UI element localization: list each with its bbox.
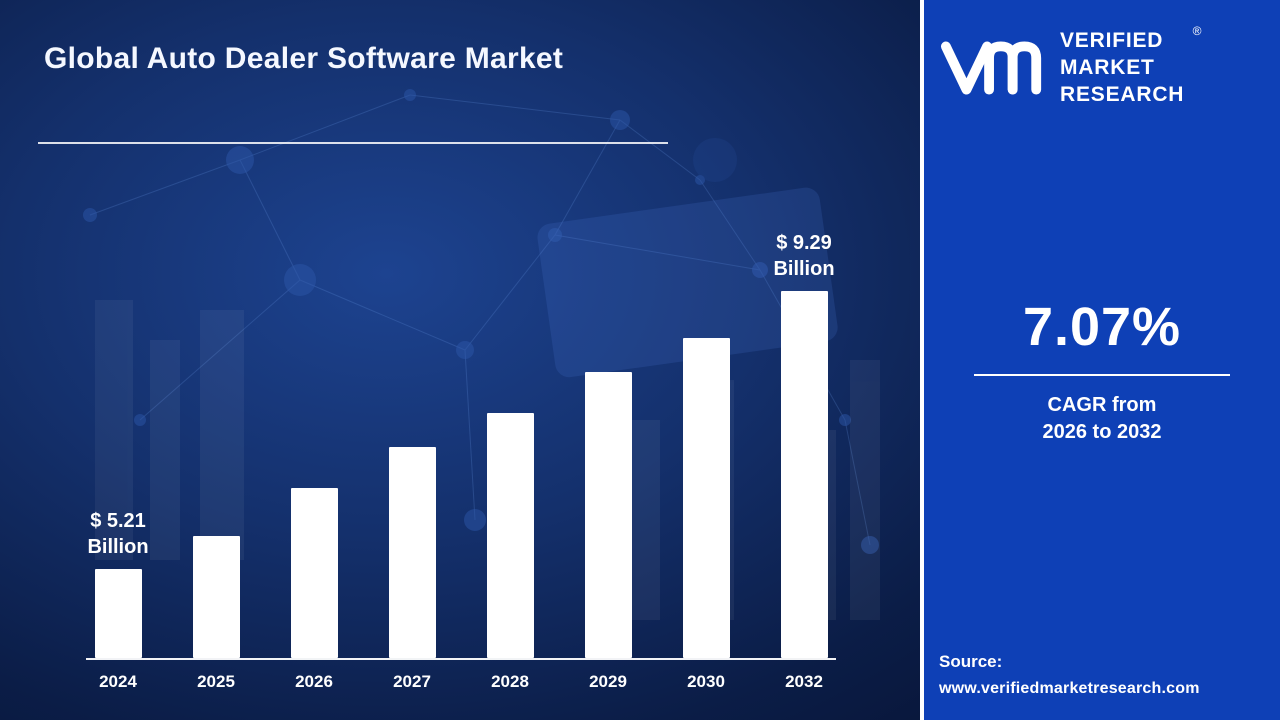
- cagr-underline: [974, 374, 1230, 376]
- x-axis-label: 2024: [99, 672, 137, 691]
- x-axis: 2024 2025 2026 2027 2028 2029 2030 2032: [86, 672, 836, 692]
- chart-panel: Global Auto Dealer Software Market $ 5.2…: [0, 0, 920, 720]
- skyline-decoration: [95, 300, 880, 620]
- bar-column: [380, 447, 444, 658]
- bar-column: [478, 413, 542, 658]
- source-block: Source: www.verifiedmarketresearch.com: [939, 652, 1272, 698]
- network-decoration: [83, 89, 880, 620]
- bar-column: $ 5.21 Billion: [86, 508, 150, 658]
- page-title: Global Auto Dealer Software Market: [44, 42, 564, 75]
- bars: $ 5.21 Billion $ 9.29 Billion: [86, 228, 836, 660]
- cagr-caption-line-2: 2026 to 2032: [1042, 421, 1162, 443]
- bar: [388, 447, 436, 658]
- registered-mark: ®: [1192, 24, 1203, 38]
- bar-column: $ 9.29 Billion: [772, 230, 836, 658]
- bar-column: [184, 536, 248, 658]
- bar: [192, 536, 240, 658]
- bar: [290, 488, 338, 658]
- logo-line-2: MARKET: [1060, 55, 1155, 79]
- cagr-caption-line-1: CAGR from: [1047, 394, 1157, 416]
- tablet-decoration: [537, 187, 838, 378]
- bar-column: [576, 372, 640, 658]
- bar: [486, 413, 534, 658]
- bar: [584, 372, 632, 658]
- cagr-block: 7.07% CAGR from 2026 to 2032: [924, 296, 1280, 446]
- x-axis-label: 2030: [687, 672, 725, 691]
- bar-column: [674, 338, 738, 658]
- bar-value-label: $ 9.29 Billion: [773, 232, 835, 280]
- x-axis-label: 2026: [295, 672, 333, 691]
- x-axis-label: 2028: [491, 672, 529, 691]
- vmr-logo-text: VERIFIED MARKET RESEARCH ®: [1060, 24, 1201, 109]
- x-axis-label: 2032: [785, 672, 823, 691]
- x-axis-label: 2027: [393, 672, 431, 691]
- bar: [682, 338, 730, 658]
- vmr-logo-icon: [940, 41, 1042, 95]
- bar: [780, 291, 828, 658]
- vmr-logo: VERIFIED MARKET RESEARCH ®: [938, 24, 1270, 109]
- logo-line-3: RESEARCH: [1060, 82, 1185, 106]
- x-axis-label: 2025: [197, 672, 235, 691]
- logo-line-1: VERIFIED: [1060, 29, 1164, 52]
- bar-column: [282, 488, 346, 658]
- source-label: Source:: [939, 652, 1003, 671]
- bar: [94, 569, 142, 658]
- title-underline: [38, 142, 668, 144]
- bar-chart: $ 5.21 Billion $ 9.29 Billion 2024 2025 2026 2…: [86, 228, 836, 692]
- cagr-value: 7.07%: [1022, 297, 1182, 357]
- source-url[interactable]: www.verifiedmarketresearch.com: [939, 680, 1200, 697]
- x-axis-label: 2029: [589, 672, 627, 691]
- info-panel: VERIFIED MARKET RESEARCH ® 7.07% CAGR fr…: [920, 0, 1280, 720]
- bar-value-label: $ 5.21 Billion: [87, 510, 149, 558]
